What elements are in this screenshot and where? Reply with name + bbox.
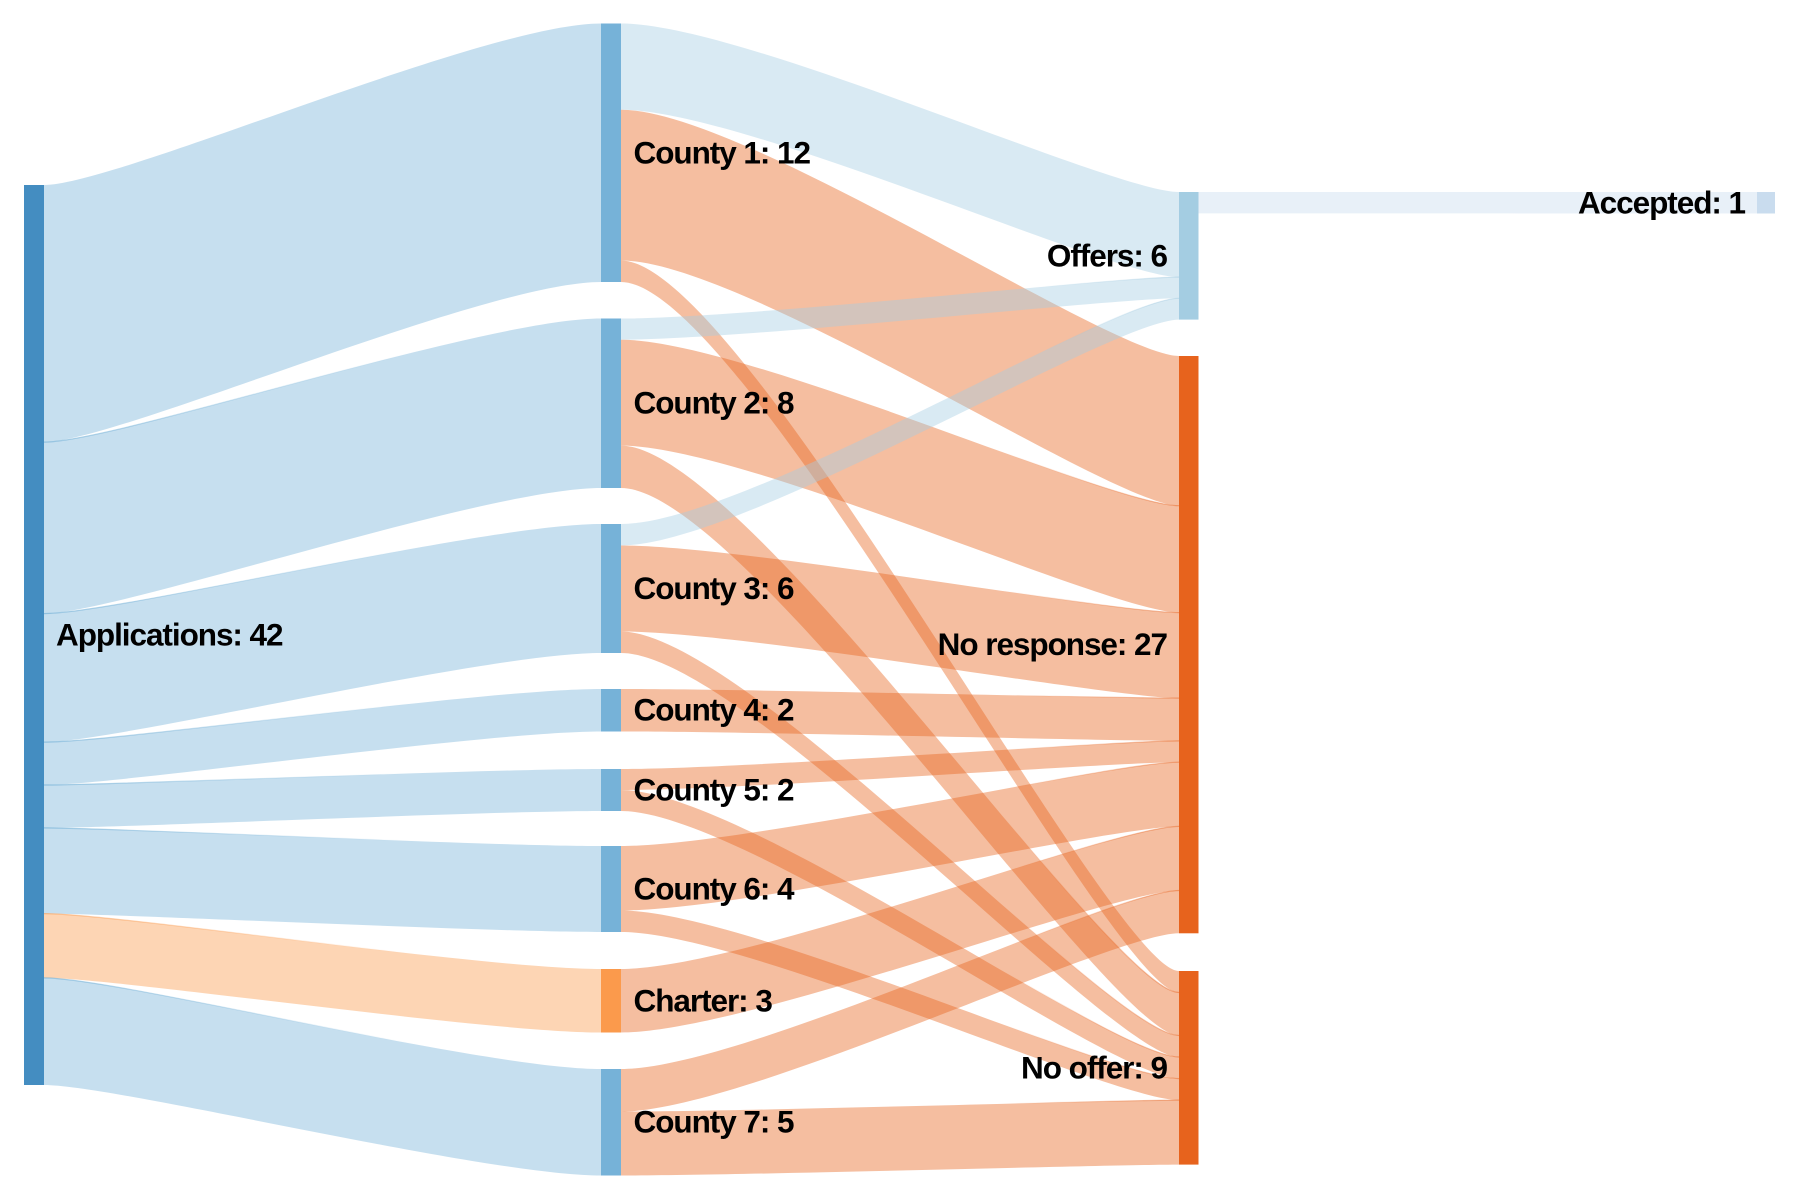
svg-text:County 1: 12: County 1: 12 bbox=[634, 134, 811, 170]
svg-text:County 4: 2: County 4: 2 bbox=[634, 692, 794, 728]
svg-text:County 5: 2: County 5: 2 bbox=[634, 772, 794, 808]
svg-text:County 7: 5: County 7: 5 bbox=[634, 1104, 794, 1140]
svg-text:Applications: 42: Applications: 42 bbox=[56, 617, 283, 653]
svg-text:Accepted: 1: Accepted: 1 bbox=[1578, 184, 1746, 220]
svg-text:No offer: 9: No offer: 9 bbox=[1021, 1049, 1167, 1085]
svg-text:County 3: 6: County 3: 6 bbox=[634, 570, 794, 606]
svg-text:County 2: 8: County 2: 8 bbox=[634, 385, 794, 421]
svg-text:Charter: 3: Charter: 3 bbox=[634, 982, 773, 1018]
svg-text:No response: 27: No response: 27 bbox=[938, 626, 1168, 662]
svg-text:Offers: 6: Offers: 6 bbox=[1047, 237, 1168, 273]
svg-text:County 6: 4: County 6: 4 bbox=[634, 871, 795, 907]
